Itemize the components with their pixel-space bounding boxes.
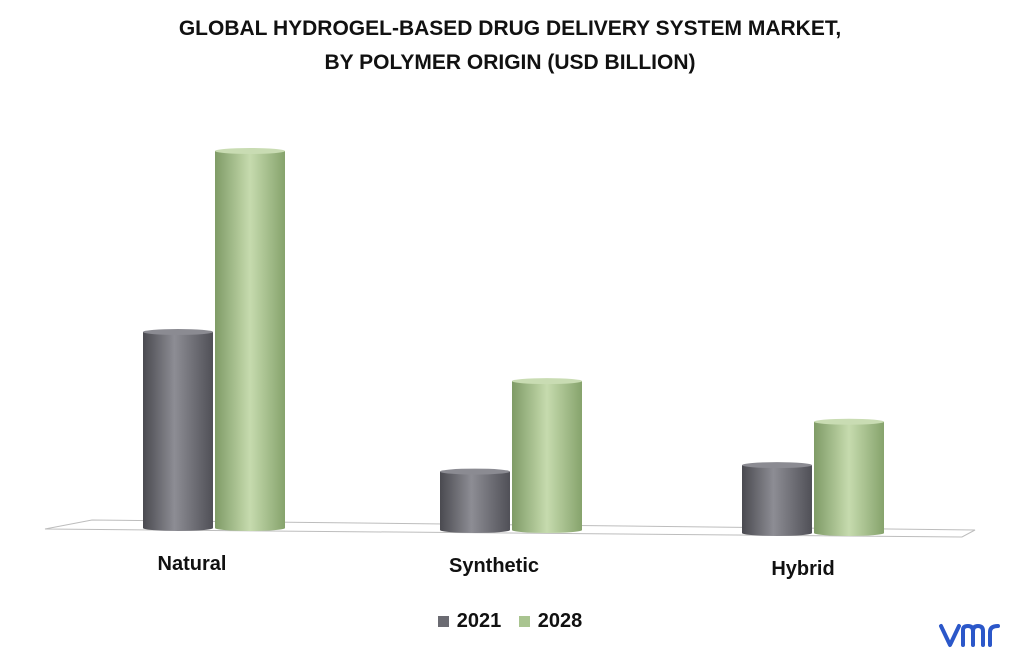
legend-swatch-2021 bbox=[437, 616, 449, 627]
bar-synthetic-2028 bbox=[512, 381, 582, 530]
legend: 2021 2028 bbox=[0, 610, 1020, 633]
bar-cap-synthetic-2028 bbox=[512, 378, 582, 385]
bar-chart: Natural Synthetic Hybrid bbox=[44, 148, 976, 580]
category-label-synthetic: Synthetic bbox=[449, 555, 539, 577]
category-label-hybrid: Hybrid bbox=[771, 558, 834, 580]
bar-base-hybrid-2028 bbox=[814, 530, 884, 536]
legend-label-2021: 2021 bbox=[456, 610, 502, 632]
bar-base-hybrid-2021 bbox=[742, 530, 812, 536]
legend-item-2021: 2021 bbox=[437, 610, 502, 633]
category-label-natural: Natural bbox=[158, 553, 227, 575]
bar-natural-2028 bbox=[215, 151, 285, 528]
bar-base-natural-2028 bbox=[215, 525, 285, 531]
bar-hybrid-2021 bbox=[742, 465, 812, 533]
legend-swatch-2028 bbox=[518, 616, 530, 627]
category-labels: Natural Synthetic Hybrid bbox=[158, 553, 835, 580]
chart-title: GLOBAL HYDROGEL-BASED DRUG DELIVERY SYST… bbox=[0, 12, 1020, 80]
bar-synthetic-2021 bbox=[440, 471, 510, 530]
vmr-logo-icon bbox=[939, 624, 1000, 647]
chart-title-line-1: GLOBAL HYDROGEL-BASED DRUG DELIVERY SYST… bbox=[178, 17, 842, 40]
bar-cap-natural-2028 bbox=[215, 148, 285, 154]
bar-cap-hybrid-2021 bbox=[742, 462, 812, 469]
bars-group bbox=[143, 148, 884, 536]
bar-base-natural-2021 bbox=[143, 525, 213, 531]
bar-natural-2021 bbox=[143, 331, 213, 528]
bar-base-synthetic-2021 bbox=[440, 527, 510, 533]
legend-item-2028: 2028 bbox=[518, 610, 583, 633]
bar-cap-natural-2021 bbox=[143, 328, 213, 335]
bar-hybrid-2028 bbox=[814, 421, 884, 533]
bar-cap-synthetic-2021 bbox=[440, 468, 510, 475]
bar-base-synthetic-2028 bbox=[512, 527, 582, 533]
bar-cap-hybrid-2028 bbox=[814, 418, 884, 425]
legend-label-2028: 2028 bbox=[537, 610, 583, 632]
chart-title-line-2: BY POLYMER ORIGIN (USD BILLION) bbox=[324, 51, 696, 74]
